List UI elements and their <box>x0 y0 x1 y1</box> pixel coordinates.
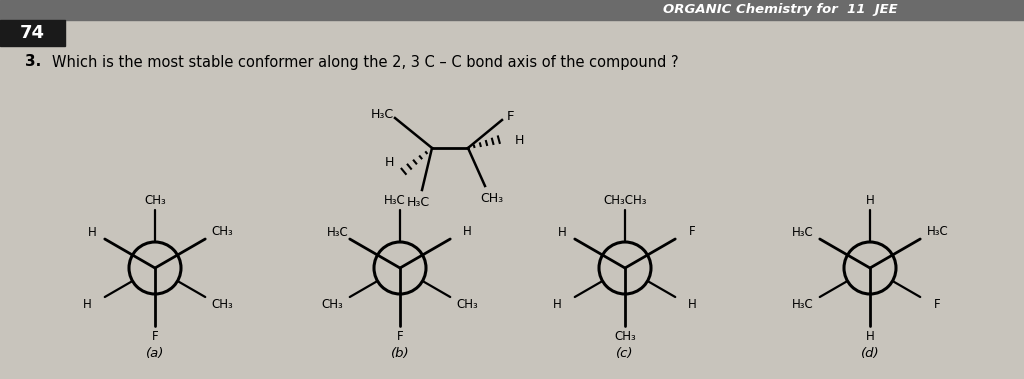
Text: H₃C: H₃C <box>327 226 348 238</box>
Text: CH₃: CH₃ <box>480 191 504 205</box>
Text: H: H <box>688 298 696 310</box>
Text: CH₃: CH₃ <box>614 330 636 343</box>
Text: F: F <box>152 330 159 343</box>
Text: H₃C: H₃C <box>371 108 393 121</box>
Text: CH₃: CH₃ <box>212 226 233 238</box>
Text: H: H <box>88 226 97 238</box>
Text: H₃C: H₃C <box>792 298 813 310</box>
Text: H₃C: H₃C <box>384 194 406 207</box>
Text: (c): (c) <box>616 348 634 360</box>
Text: (b): (b) <box>391 348 410 360</box>
Text: H₃C: H₃C <box>792 226 813 238</box>
Text: CH₃: CH₃ <box>322 298 343 310</box>
Text: CH₃: CH₃ <box>457 298 478 310</box>
Text: H: H <box>83 298 92 310</box>
Text: H: H <box>463 226 472 238</box>
Text: H: H <box>865 330 874 343</box>
Circle shape <box>129 242 181 294</box>
Text: 3.: 3. <box>25 55 41 69</box>
Text: H₃C: H₃C <box>927 226 948 238</box>
Text: CH₃: CH₃ <box>212 298 233 310</box>
Text: F: F <box>506 110 514 122</box>
Text: Which is the most stable conformer along the 2, 3 C – C bond axis of the compoun: Which is the most stable conformer along… <box>52 55 679 69</box>
Text: (d): (d) <box>861 348 880 360</box>
Text: F: F <box>934 298 941 310</box>
Text: H: H <box>865 194 874 207</box>
Text: H: H <box>553 298 562 310</box>
Text: H₃C: H₃C <box>407 196 429 210</box>
Text: F: F <box>689 226 695 238</box>
Text: 74: 74 <box>19 24 44 42</box>
Text: ORGANIC Chemistry for  11  JEE: ORGANIC Chemistry for 11 JEE <box>663 3 897 17</box>
Text: (a): (a) <box>145 348 164 360</box>
Bar <box>0 0 1024 20</box>
Circle shape <box>599 242 651 294</box>
Bar <box>0 20 65 46</box>
Text: H: H <box>515 133 524 147</box>
Text: CH₃CH₃: CH₃CH₃ <box>603 194 647 207</box>
Text: F: F <box>396 330 403 343</box>
Circle shape <box>844 242 896 294</box>
Text: H: H <box>558 226 567 238</box>
Text: CH₃: CH₃ <box>144 194 166 207</box>
Circle shape <box>374 242 426 294</box>
Text: H: H <box>385 155 394 169</box>
